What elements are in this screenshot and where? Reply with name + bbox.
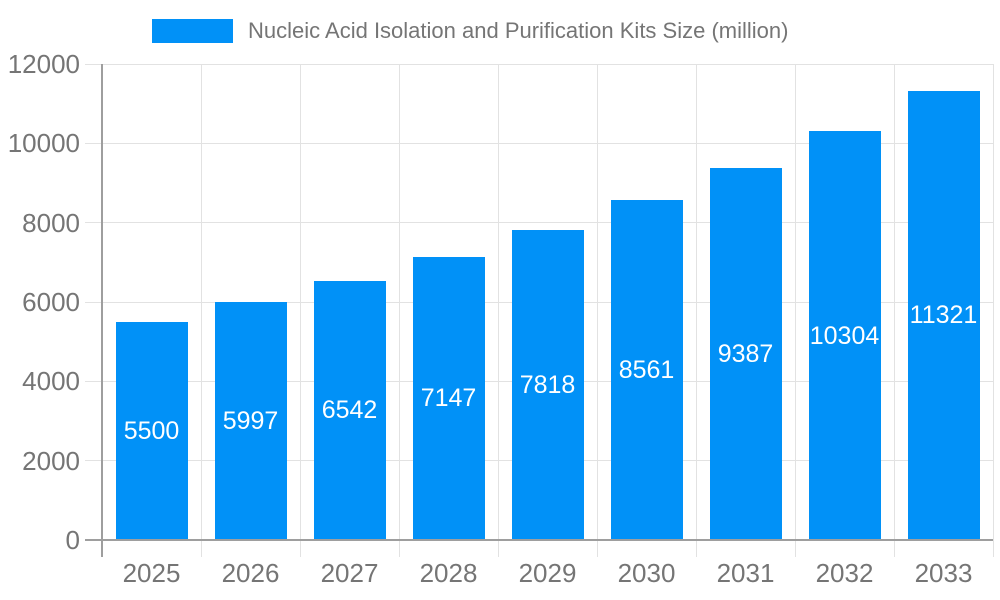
- x-gridline: [695, 64, 697, 557]
- bar[interactable]: [214, 302, 287, 540]
- x-axis-tick-label: 2030: [617, 558, 676, 588]
- bar[interactable]: [313, 280, 386, 540]
- y-axis-tick-label: 2000: [22, 445, 80, 476]
- x-gridline: [497, 64, 499, 557]
- legend-label: Nucleic Acid Isolation and Purification …: [248, 18, 789, 43]
- y-axis-tick-label: 10000: [7, 128, 80, 159]
- bar[interactable]: [511, 229, 584, 540]
- legend-swatch-icon: [152, 19, 233, 43]
- bar[interactable]: [907, 90, 980, 540]
- bar-value-label: 5500: [123, 416, 180, 445]
- x-gridline: [992, 64, 994, 557]
- bar[interactable]: [610, 200, 683, 540]
- y-axis-tick-label: 4000: [22, 366, 80, 397]
- x-axis-tick-label: 2032: [815, 558, 874, 588]
- y-gridline: [85, 142, 993, 144]
- bar-value-label: 5997: [222, 407, 279, 436]
- x-axis-tick-label: 2026: [221, 558, 280, 588]
- x-gridline: [299, 64, 301, 557]
- legend[interactable]: Nucleic Acid Isolation and Purification …: [152, 19, 788, 43]
- y-gridline: [85, 63, 993, 65]
- x-gridline: [596, 64, 598, 557]
- x-gridline: [398, 64, 400, 557]
- y-axis-tick-label: 12000: [7, 49, 80, 79]
- y-axis-line: [101, 64, 103, 557]
- x-axis-tick-label: 2031: [716, 558, 775, 588]
- x-axis-tick-label: 2028: [419, 558, 478, 588]
- y-gridline: [85, 222, 993, 224]
- bar-value-label: 10304: [809, 321, 880, 350]
- x-gridline: [794, 64, 796, 557]
- bar-value-label: 7818: [519, 370, 576, 399]
- x-gridline: [893, 64, 895, 557]
- x-axis-tick-label: 2029: [518, 558, 577, 588]
- bar[interactable]: [808, 131, 881, 540]
- x-gridline: [200, 64, 202, 557]
- y-axis-tick-label: 0: [65, 525, 80, 555]
- x-axis-tick-label: 2027: [320, 558, 379, 588]
- bar-value-label: 7147: [420, 384, 477, 413]
- y-axis-tick-label: 6000: [22, 287, 80, 317]
- x-axis-tick-label: 2033: [914, 558, 973, 588]
- bar-value-label: 6542: [321, 396, 378, 425]
- y-axis-tick-label: 8000: [22, 207, 80, 238]
- bar-value-label: 9387: [717, 339, 774, 368]
- x-axis-line: [85, 539, 993, 541]
- x-axis-tick-label: 2025: [122, 558, 181, 588]
- bar[interactable]: [709, 167, 782, 540]
- bar[interactable]: [412, 256, 485, 540]
- bar-value-label: 8561: [618, 356, 675, 385]
- bar[interactable]: [115, 321, 188, 540]
- bar-value-label: 11321: [909, 301, 978, 330]
